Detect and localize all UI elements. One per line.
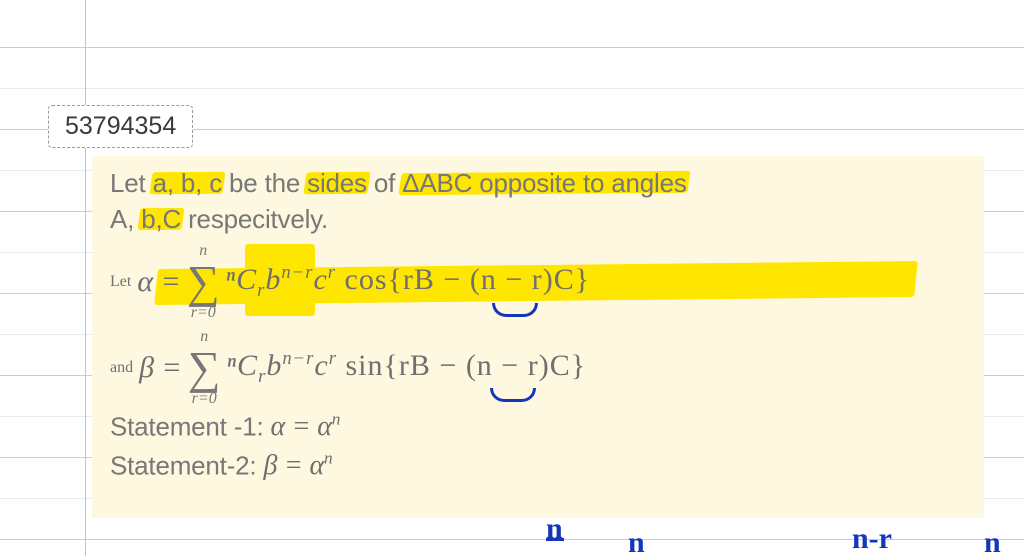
handwritten-note: n bbox=[984, 526, 1001, 560]
ruled-line bbox=[0, 88, 1024, 89]
sigma-icon: ∑ bbox=[187, 259, 220, 305]
ruled-line bbox=[0, 47, 1024, 48]
summation-icon: n ∑ r=0 bbox=[187, 243, 220, 321]
question-id-text: 53794354 bbox=[65, 112, 176, 140]
hl-abc: a, b, c bbox=[153, 166, 222, 202]
handwritten-bar-icon bbox=[546, 538, 564, 541]
question-id-box: 53794354 bbox=[48, 105, 193, 148]
sum-lower: r=0 bbox=[192, 391, 217, 407]
text: Let bbox=[110, 273, 131, 291]
problem-box: Let a, b, c be the sides of ΔABC opposit… bbox=[92, 156, 984, 518]
beta-symbol: β = bbox=[139, 351, 182, 385]
text: Statement-2: bbox=[110, 450, 263, 480]
beta-body: ⁿCrbn−rcr sin{rB − (n − r)C} bbox=[227, 348, 587, 388]
statement-2: Statement-2: β = αn bbox=[110, 447, 966, 486]
hl-tri: ΔABC opposite to angles bbox=[402, 166, 687, 202]
margin-line bbox=[85, 0, 86, 556]
alpha-equation: Let α = n ∑ r=0 ⁿCrbn−rcr cos{rB − (n − … bbox=[110, 240, 966, 324]
beta-equation: and β = n ∑ r=0 ⁿCrbn−rcr sin{rB − (n − … bbox=[110, 326, 966, 410]
line-1: Let a, b, c be the sides of ΔABC opposit… bbox=[110, 166, 966, 202]
hl-sides: sides bbox=[307, 166, 367, 202]
sigma-icon: ∑ bbox=[188, 345, 221, 391]
underline-mark-icon bbox=[492, 303, 538, 317]
notebook-paper: 53794354 Let a, b, c be the sides of ΔAB… bbox=[0, 0, 1024, 556]
text: and bbox=[110, 359, 133, 377]
text: respecitvely. bbox=[181, 204, 328, 234]
summation-icon: n ∑ r=0 bbox=[188, 329, 221, 407]
statement-1: Statement -1: α = αn bbox=[110, 408, 966, 447]
text: A, bbox=[110, 204, 141, 234]
text: Let bbox=[110, 168, 153, 198]
line-2: A, b,C respecitvely. bbox=[110, 202, 966, 238]
alpha-body: ⁿCrbn−rcr cos{rB − (n − r)C} bbox=[226, 262, 591, 302]
text: of bbox=[367, 168, 402, 198]
hl-bc: b,C bbox=[141, 202, 181, 238]
text: be the bbox=[222, 168, 307, 198]
handwritten-note: n bbox=[628, 526, 645, 560]
alpha-symbol: α = bbox=[137, 265, 181, 299]
text: Statement -1: bbox=[110, 411, 271, 441]
handwritten-note: n-r bbox=[852, 522, 892, 556]
underline-mark-icon bbox=[490, 388, 536, 402]
sum-lower: r=0 bbox=[191, 305, 216, 321]
